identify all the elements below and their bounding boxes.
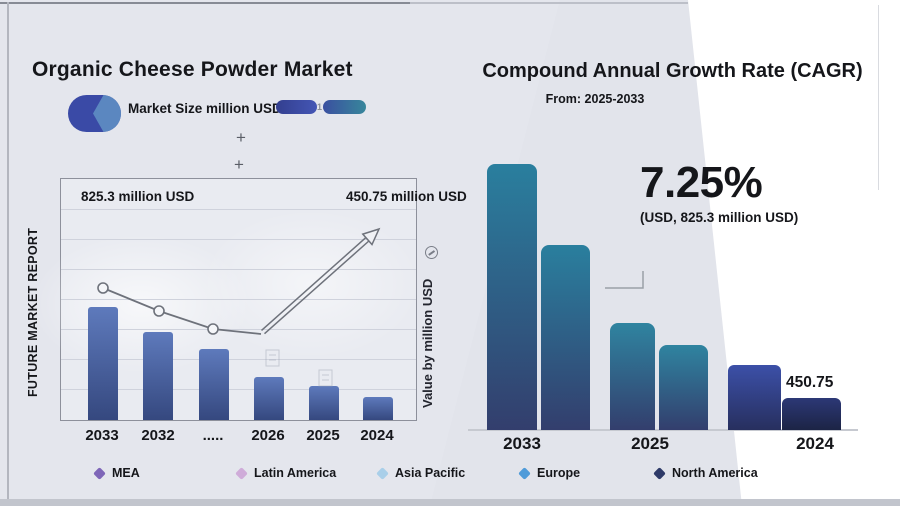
x-axis-line [468,429,858,431]
capsule-icon [68,95,121,132]
cagr-bar-2025-b [659,345,708,430]
market-size-label: Market Size million USD [128,101,282,116]
x-label: ..... [202,427,224,444]
bar-2025 [309,386,339,420]
gridline [61,239,416,240]
x-label: 2024 [360,427,394,444]
cagr-bar-2033-a [487,164,537,430]
x-label: 2033 [503,434,541,453]
side-watermark-label: FUTURE MARKET REPORT [26,227,40,397]
bar-value-annotation: 450.75 [786,374,834,391]
gradient-pill-icon [323,100,366,114]
cagr-bar-2033-b [541,245,590,430]
cagr-bar-2025-a [610,323,655,430]
frame-left-line [7,2,9,506]
bar-2024 [363,397,393,420]
bar-2032 [143,332,173,420]
legend-item-latin-america: Latin America [235,466,337,480]
legend-item-asia-pacific: Asia Pacific [376,466,466,480]
gridline [61,359,416,360]
background-panel-edge [878,5,879,190]
legend-label: MEA [112,466,140,480]
diamond-icon [653,466,666,480]
gridline [61,389,416,390]
x-label: 2025 [631,434,669,453]
cagr-value: 7.25% [640,158,763,207]
legend-label: North America [672,466,758,480]
legend-label: Europe [537,466,581,480]
chart-watermark [201,209,421,359]
bar-intermediate [199,349,229,420]
diamond-icon [235,466,248,480]
circled-dash-icon [425,246,438,259]
cagr-title: Compound Annual Growth Rate (CAGR) [482,60,863,82]
gridline [61,299,416,300]
x-label: 2026 [251,427,285,444]
gridline [61,209,416,210]
diamond-icon [93,466,106,480]
legend-label: Latin America [254,466,337,480]
x-label: 2033 [85,427,119,444]
market-size-chart: 825.3 million USD 450.75 million USD [31,178,467,421]
diamond-icon [376,466,389,480]
legend-item-mea: MEA [93,466,140,480]
cagr-subtitle: From: 2025-2033 [545,92,645,106]
pill-separator: 1 [317,102,323,112]
cagr-note: (USD, 825.3 million USD) [640,210,799,225]
value-label-2033: 825.3 million USD [81,189,195,204]
frame-top-line-light [410,2,688,4]
legend-item-europe: Europe [518,466,581,480]
legend-label: Asia Pacific [395,466,466,480]
cagr-bar-2024-b [782,398,841,430]
gridline [61,269,416,270]
page-title: Organic Cheese Powder Market [32,58,353,81]
plus-mark-icon: + [236,128,246,147]
diamond-icon [518,466,531,480]
bar-2033 [88,307,118,420]
bottom-edge-strip [0,499,900,506]
plus-mark-icon: + [234,155,244,174]
x-label: 2025 [306,427,340,444]
bar-2026 [254,377,284,420]
frame-top-line [0,2,410,4]
value-label-2024: 450.75 million USD [346,189,467,204]
y-axis-title: Value by million USD [420,278,435,408]
x-label: 2024 [796,434,834,453]
gradient-pill-icon [276,100,317,114]
legend-item-north-america: North America [653,466,758,480]
cagr-bar-2024-a [728,365,781,430]
capsule-icon-half [93,95,121,132]
x-label: 2032 [141,427,175,444]
